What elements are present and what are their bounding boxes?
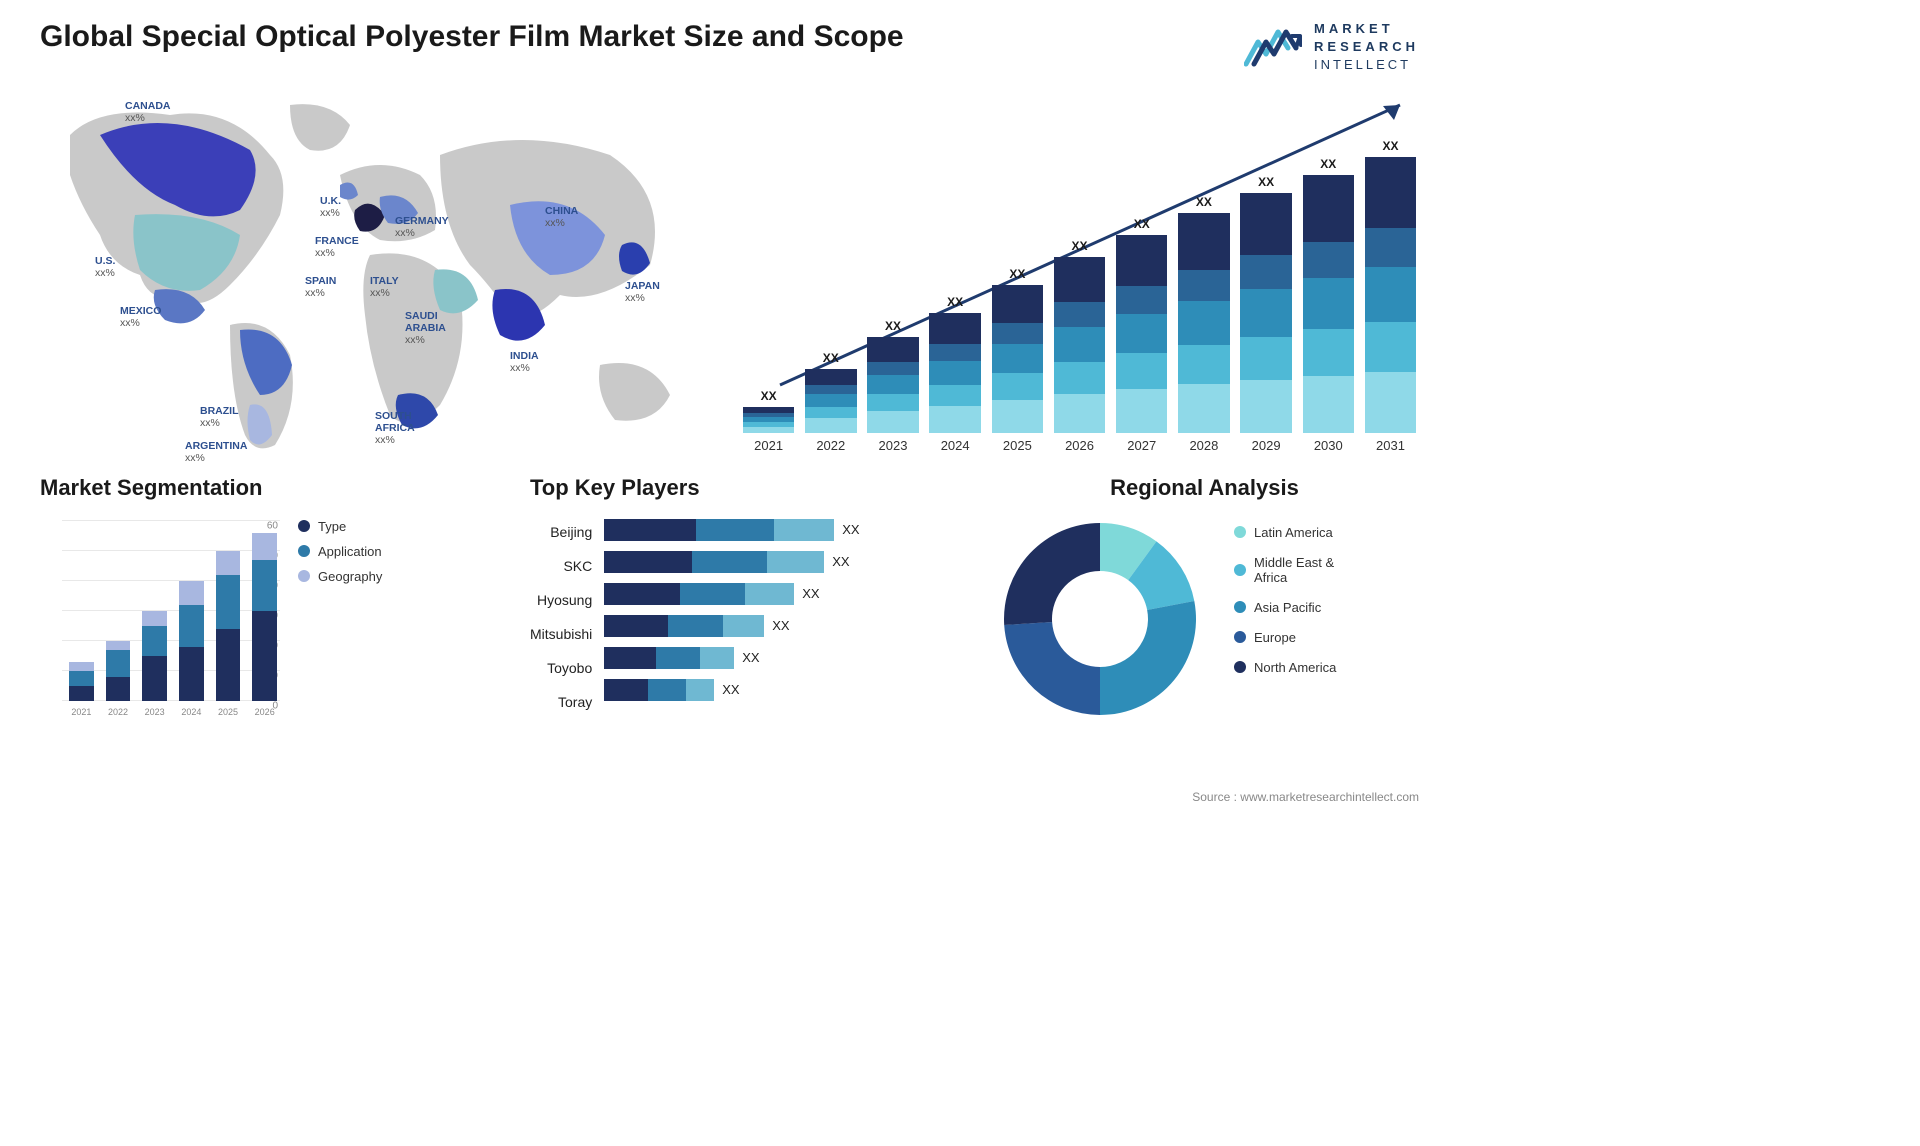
seg-bar-2026: 2026	[249, 533, 280, 701]
donut-slice-north-america	[1004, 523, 1100, 625]
map-label-china: CHINAxx%	[545, 205, 578, 229]
forecast-bar-2021: XX2021	[740, 389, 797, 433]
logo-line3: INTELLECT	[1314, 56, 1419, 74]
forecast-bar-chart: XX2021XX2022XX2023XX2024XX2025XX2026XX20…	[740, 95, 1419, 455]
key-players-title: Top Key Players	[530, 475, 960, 501]
logo-line2: RESEARCH	[1314, 38, 1419, 56]
segmentation-chart: 0102030405060202120222023202420252026	[40, 519, 280, 719]
page-title: Global Special Optical Polyester Film Ma…	[40, 20, 904, 54]
seg-legend-application: Application	[298, 544, 382, 559]
segmentation-legend: Type Application Geography	[298, 519, 382, 719]
forecast-bar-2025: XX2025	[989, 267, 1046, 433]
regional-title: Regional Analysis	[990, 475, 1419, 501]
player-name-list: Beijing SKC Hyosung Mitsubishi Toyobo Toray	[530, 519, 592, 713]
forecast-bar-2031: XX2031	[1362, 139, 1419, 433]
map-label-canada: CANADAxx%	[125, 100, 171, 124]
player-bar-list: XX XX XX XX XX XX	[604, 519, 960, 701]
player-name-toyobo: Toyobo	[547, 657, 592, 679]
player-bar-skc: XX	[604, 551, 960, 573]
regional-panel: Regional Analysis Latin America Middle Ea…	[990, 475, 1419, 719]
segmentation-panel: Market Segmentation 01020304050602021202…	[40, 475, 500, 719]
regional-legend-latin-america: Latin America	[1234, 525, 1336, 540]
regional-legend-north-america: North America	[1234, 660, 1336, 675]
world-map-panel: CANADAxx%U.S.xx%MEXICOxx%BRAZILxx%ARGENT…	[40, 95, 700, 455]
brand-logo-text: MARKET RESEARCH INTELLECT	[1314, 20, 1419, 75]
seg-bar-2021: 2021	[66, 662, 97, 701]
forecast-bar-2030: XX2030	[1300, 157, 1357, 433]
map-label-u-k-: U.K.xx%	[320, 195, 341, 219]
forecast-bar-2024: XX2024	[927, 295, 984, 433]
forecast-bar-2028: XX2028	[1175, 195, 1232, 433]
forecast-bar-2027: XX2027	[1113, 217, 1170, 433]
player-bar-hyosung: XX	[604, 583, 960, 605]
map-label-france: FRANCExx%	[315, 235, 359, 259]
map-label-spain: SPAINxx%	[305, 275, 336, 299]
map-label-italy: ITALYxx%	[370, 275, 399, 299]
regional-legend-middle-east-africa: Middle East & Africa	[1234, 555, 1336, 585]
seg-legend-geography: Geography	[298, 569, 382, 584]
key-players-panel: Top Key Players Beijing SKC Hyosung Mitsubi…	[530, 475, 960, 719]
forecast-bar-2022: XX2022	[802, 351, 859, 433]
brand-logo-icon	[1244, 24, 1302, 70]
player-name-skc: SKC	[563, 555, 592, 577]
seg-bar-2022: 2022	[103, 641, 134, 701]
map-label-japan: JAPANxx%	[625, 280, 660, 304]
map-label-south-africa: SOUTHAFRICAxx%	[375, 410, 415, 446]
donut-slice-europe	[1004, 622, 1100, 715]
seg-bar-2024: 2024	[176, 581, 207, 701]
player-bar-toyobo: XX	[604, 647, 960, 669]
player-name-mitsubishi: Mitsubishi	[530, 623, 592, 645]
player-bar-toray: XX	[604, 679, 960, 701]
seg-bar-2025: 2025	[213, 551, 244, 701]
forecast-bar-2026: XX2026	[1051, 239, 1108, 433]
map-label-saudi-arabia: SAUDIARABIAxx%	[405, 310, 446, 346]
forecast-bar-2023: XX2023	[864, 319, 921, 433]
map-label-germany: GERMANYxx%	[395, 215, 449, 239]
regional-legend-europe: Europe	[1234, 630, 1336, 645]
seg-legend-type: Type	[298, 519, 382, 534]
map-label-brazil: BRAZILxx%	[200, 405, 239, 429]
map-label-u-s-: U.S.xx%	[95, 255, 115, 279]
player-name-beijing: Beijing	[550, 521, 592, 543]
map-label-argentina: ARGENTINAxx%	[185, 440, 247, 464]
brand-logo: MARKET RESEARCH INTELLECT	[1244, 20, 1419, 75]
logo-line1: MARKET	[1314, 20, 1419, 38]
regional-donut	[990, 519, 1210, 719]
regional-legend-asia-pacific: Asia Pacific	[1234, 600, 1336, 615]
seg-bar-2023: 2023	[139, 611, 170, 701]
regional-legend: Latin America Middle East & Africa Asia Pa…	[1234, 519, 1336, 675]
player-bar-beijing: XX	[604, 519, 960, 541]
map-label-india: INDIAxx%	[510, 350, 539, 374]
donut-slice-asia-pacific	[1100, 601, 1196, 715]
source-attribution: Source : www.marketresearchintellect.com	[1192, 790, 1419, 804]
segmentation-title: Market Segmentation	[40, 475, 500, 501]
map-label-mexico: MEXICOxx%	[120, 305, 161, 329]
player-name-toray: Toray	[558, 691, 592, 713]
forecast-bar-2029: XX2029	[1238, 175, 1295, 433]
player-bar-mitsubishi: XX	[604, 615, 960, 637]
header: Global Special Optical Polyester Film Ma…	[0, 0, 1459, 85]
player-name-hyosung: Hyosung	[537, 589, 592, 611]
